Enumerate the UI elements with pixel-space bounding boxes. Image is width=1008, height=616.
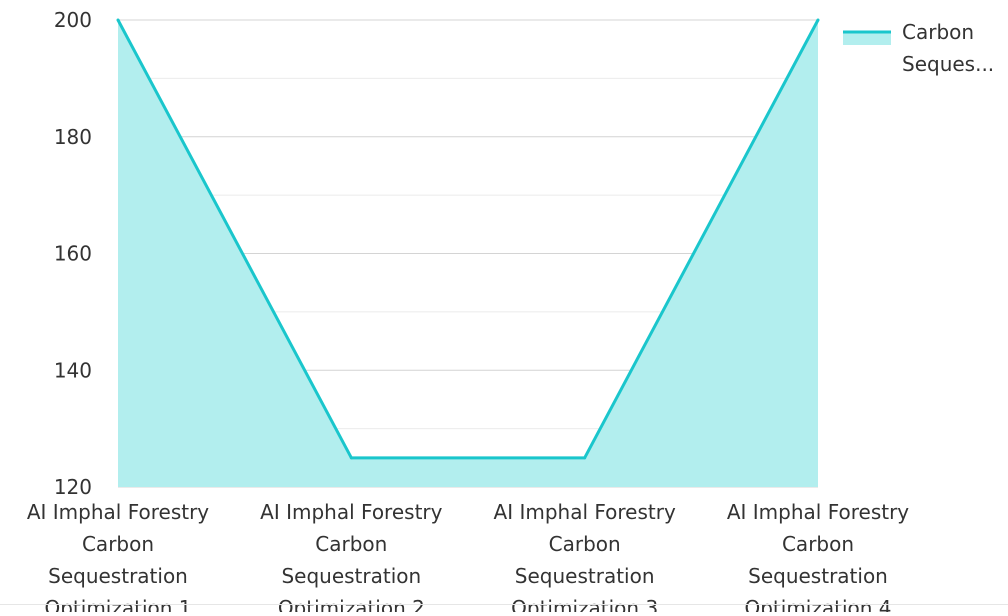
data-point — [349, 456, 353, 460]
data-point — [816, 18, 820, 22]
x-tick-label: Optimization 1 — [44, 596, 191, 612]
series-line — [116, 19, 820, 460]
x-tick-label: Sequestration — [48, 564, 188, 588]
x-tick-label: AI Imphal Forestry — [494, 500, 676, 524]
y-tick-label: 200 — [54, 8, 92, 32]
legend-label: Carbon — [902, 20, 974, 44]
y-tick-label: 180 — [54, 125, 92, 149]
bottom-rule — [0, 604, 1008, 605]
x-tick-label: Optimization 3 — [511, 596, 658, 612]
x-tick-label: AI Imphal Forestry — [260, 500, 442, 524]
y-tick-label: 140 — [54, 358, 92, 382]
x-tick-label: Carbon — [782, 532, 854, 556]
legend-label: Seques... — [902, 52, 994, 76]
data-point — [583, 456, 587, 460]
series-area — [118, 20, 818, 487]
x-tick-label: Carbon — [549, 532, 621, 556]
x-tick-label: Sequestration — [281, 564, 421, 588]
x-tick-label: Carbon — [315, 532, 387, 556]
y-tick-label: 120 — [54, 475, 92, 499]
x-tick-label: Optimization 4 — [744, 596, 891, 612]
legend-swatch-fill — [843, 33, 891, 45]
x-tick-label: Sequestration — [515, 564, 655, 588]
x-tick-label: AI Imphal Forestry — [727, 500, 909, 524]
x-tick-label: Optimization 2 — [278, 596, 425, 612]
x-tick-label: AI Imphal Forestry — [27, 500, 209, 524]
x-tick-label: Sequestration — [748, 564, 888, 588]
data-point — [116, 18, 120, 22]
y-tick-label: 160 — [54, 242, 92, 266]
x-tick-label: Carbon — [82, 532, 154, 556]
